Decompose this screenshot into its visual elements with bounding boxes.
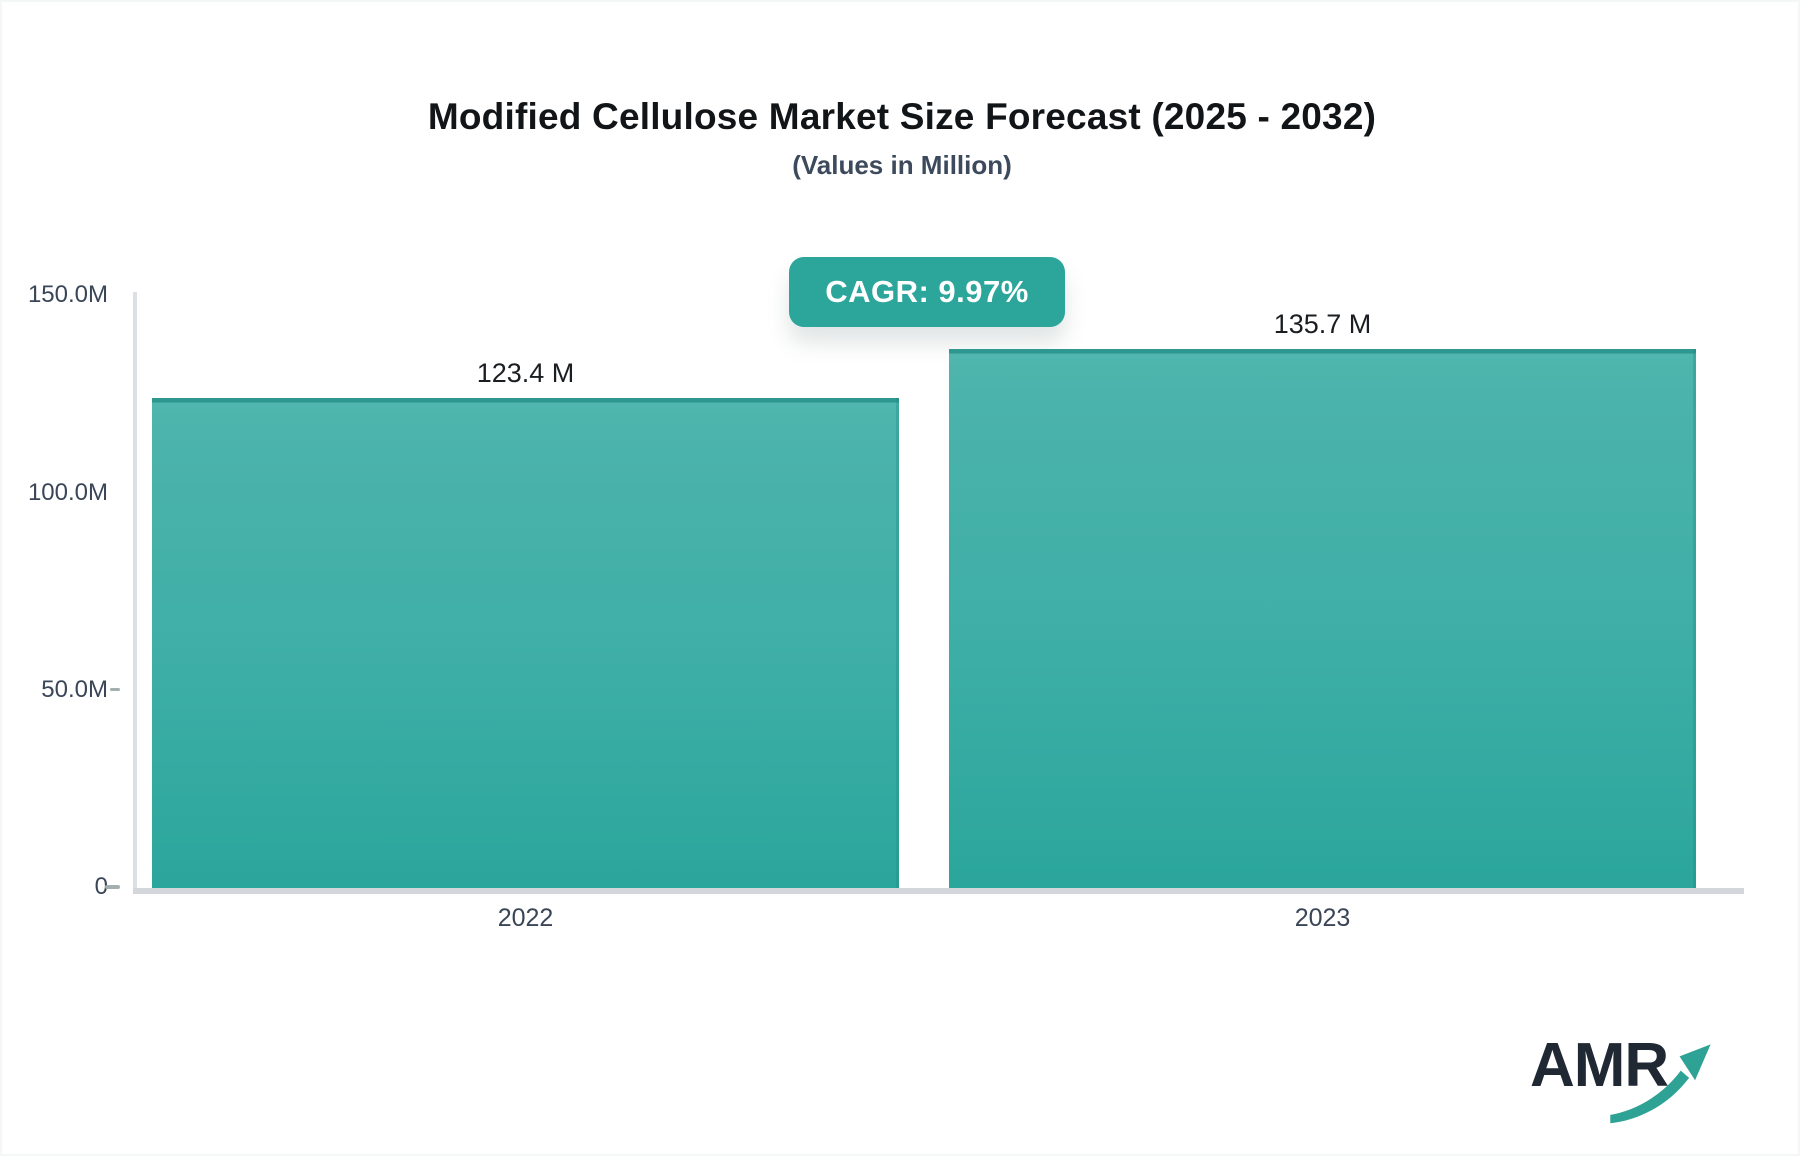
- y-tick-label-50: 50.0M: [41, 676, 108, 703]
- bar-2022[interactable]: 123.4 M: [152, 358, 899, 888]
- x-category-label-2022: 2022: [497, 904, 554, 932]
- y-tick-mark-50: [110, 688, 120, 691]
- plot-area: 123.4 M 135.7 M: [152, 292, 1744, 888]
- x-axis-baseline: [133, 888, 1744, 894]
- y-tick-label-100: 100.0M: [27, 479, 108, 506]
- bar-value-label-2022: 123.4 M: [476, 357, 575, 388]
- y-axis-line: [133, 292, 137, 888]
- bar-value-label-2023: 135.7 M: [1273, 308, 1372, 339]
- y-tick-label-0: 0: [94, 873, 108, 900]
- y-tick-label-150: 150.0M: [27, 281, 108, 308]
- cagr-badge: CAGR: 9.97%: [789, 257, 1065, 327]
- x-category-label-2023: 2023: [1294, 904, 1351, 932]
- cagr-badge-label: CAGR: 9.97%: [825, 274, 1029, 309]
- chart-subtitle: (Values in Million): [792, 150, 1012, 180]
- chart-title: Modified Cellulose Market Size Forecast …: [427, 96, 1377, 137]
- y-tick-mark-0: [105, 885, 120, 889]
- bar-2023[interactable]: 135.7 M: [949, 309, 1696, 888]
- amr-logo-text: AMR: [1530, 1031, 1669, 1100]
- amr-logo: AMR: [1530, 1030, 1730, 1130]
- growth-arrow-icon: [1610, 1044, 1711, 1124]
